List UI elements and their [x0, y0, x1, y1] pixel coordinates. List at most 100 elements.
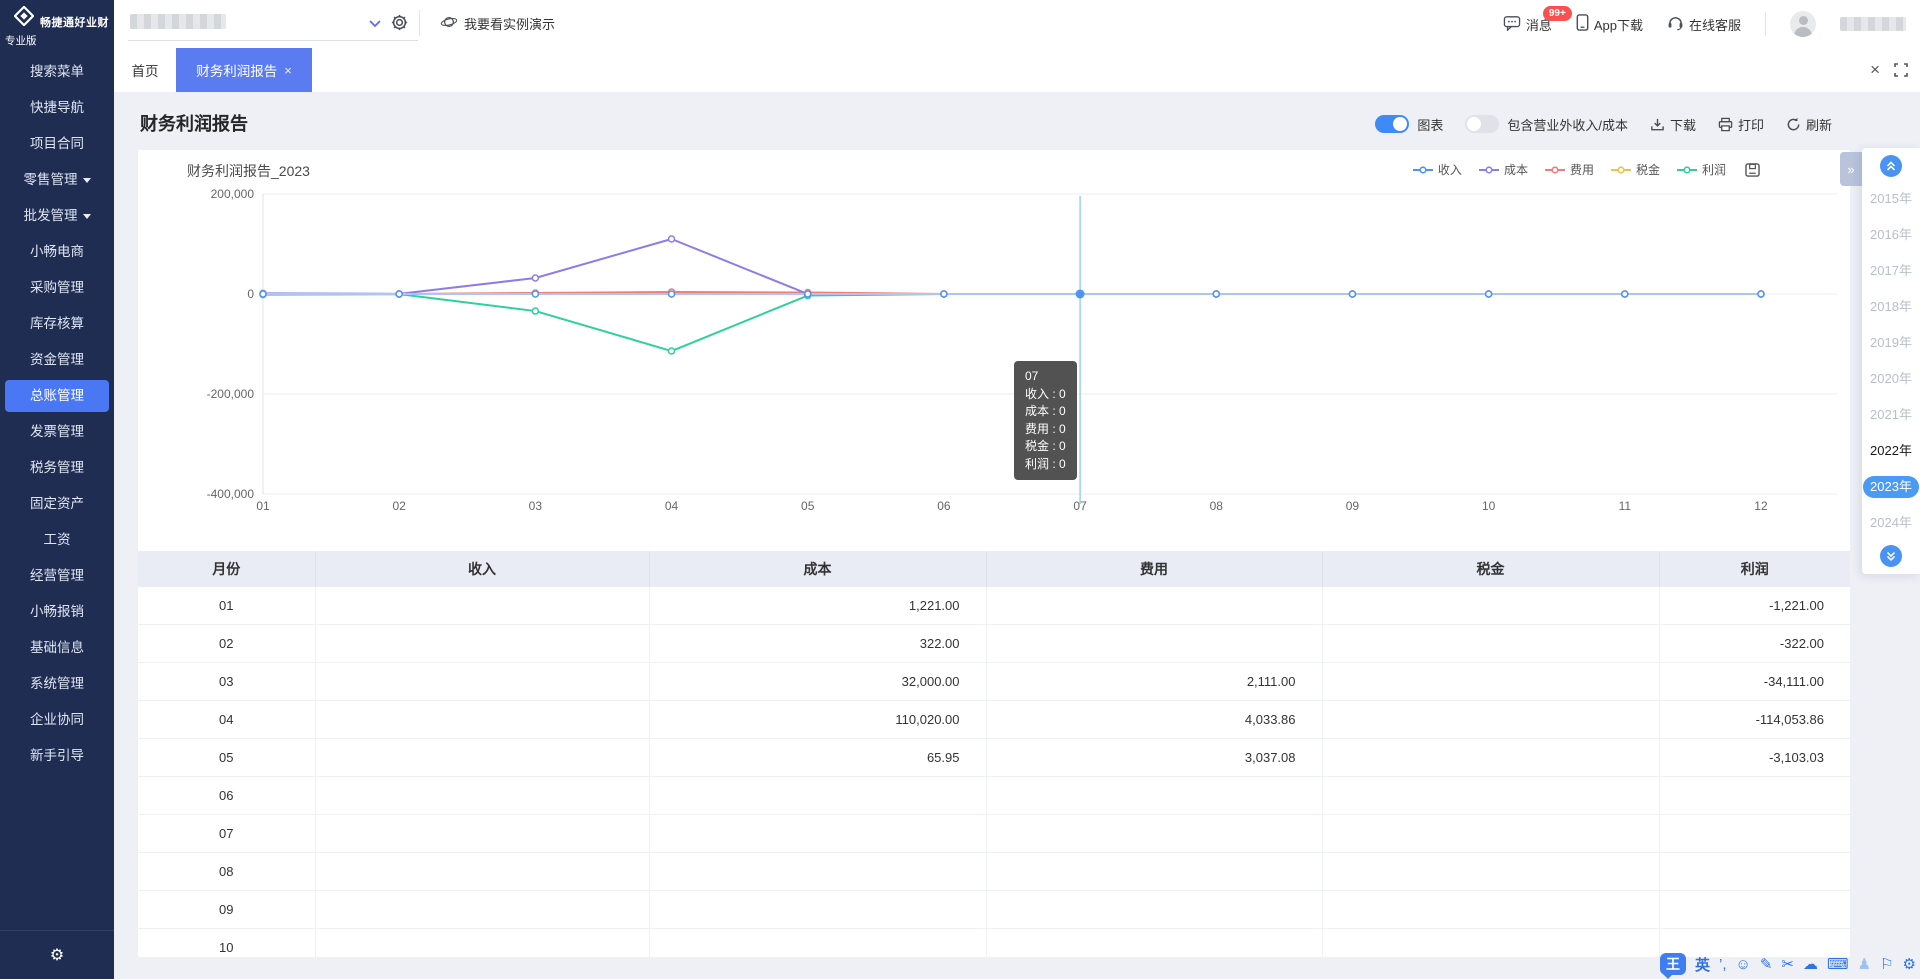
sidebar-item-新手引导[interactable]: 新手引导 [0, 738, 114, 774]
settings-gear-icon[interactable]: ⚙ [49, 947, 65, 964]
sidebar-item-快捷导航[interactable]: 快捷导航 [0, 90, 114, 126]
demo-link[interactable]: 我要看实例演示 [440, 14, 555, 33]
sidebar-item-经营管理[interactable]: 经营管理 [0, 558, 114, 594]
table-cell [1322, 587, 1660, 625]
avatar[interactable] [1790, 11, 1816, 37]
settings-gear-icon[interactable] [390, 13, 409, 37]
fullscreen-icon[interactable] [1894, 63, 1908, 77]
sidebar-item-小畅报销[interactable]: 小畅报销 [0, 594, 114, 630]
sidebar-item-搜索菜单[interactable]: 搜索菜单 [0, 54, 114, 90]
tooltip-line: 税金 : 0 [1025, 439, 1066, 453]
sidebar-item-库存核算[interactable]: 库存核算 [0, 306, 114, 342]
include-nonoperating-label: 包含营业外收入/成本 [1507, 117, 1628, 133]
sidebar-item-label: 工资 [43, 532, 71, 547]
sidebar-item-基础信息[interactable]: 基础信息 [0, 630, 114, 666]
chart-toggle[interactable] [1375, 115, 1410, 133]
tab-home[interactable]: 首页 [114, 48, 176, 92]
scissors-icon[interactable]: ✂ [1781, 956, 1794, 973]
ime-logo-icon[interactable]: 王 [1659, 953, 1686, 979]
sidebar-item-固定资产[interactable]: 固定资产 [0, 486, 114, 522]
divider [1765, 12, 1766, 36]
sidebar-item-零售管理[interactable]: 零售管理 [0, 162, 114, 198]
column-header-利润: 利润 [1659, 551, 1850, 587]
keyboard-icon[interactable]: ⌨ [1826, 956, 1849, 973]
ime-language-indicator[interactable]: 英 [1694, 956, 1710, 974]
year-item-2020年[interactable]: 2020年 [1862, 361, 1920, 397]
legend-label: 成本 [1503, 163, 1528, 177]
chevron-down-icon[interactable] [368, 16, 382, 31]
year-item-2018年[interactable]: 2018年 [1862, 289, 1920, 325]
chart-legend: 收入 成本 费用 税金 利润 [1412, 161, 1760, 178]
sidebar-item-资金管理[interactable]: 资金管理 [0, 342, 114, 378]
legend-marker-icon [1676, 165, 1697, 174]
legend-item-税金[interactable]: 税金 [1610, 161, 1660, 178]
emoji-icon[interactable]: ☺ [1735, 955, 1751, 973]
online-support-button[interactable]: 在线客服 [1667, 14, 1741, 34]
table-cell [315, 738, 650, 777]
column-header-月份: 月份 [138, 551, 316, 587]
column-header-收入: 收入 [315, 551, 650, 587]
sidebar-item-发票管理[interactable]: 发票管理 [0, 414, 114, 450]
gear-icon[interactable]: ⚙ [1902, 956, 1916, 973]
app-download-button[interactable]: App下载 [1576, 14, 1643, 34]
table-cell [1322, 738, 1660, 777]
collapse-panel-handle[interactable]: » [1840, 152, 1862, 186]
tab-close-icon[interactable]: × [284, 62, 292, 78]
company-selector[interactable] [128, 8, 418, 41]
legend-item-成本[interactable]: 成本 [1478, 161, 1528, 178]
year-label: 2016年 [1870, 227, 1912, 242]
year-item-2023年[interactable]: 2023年 [1862, 469, 1920, 505]
legend-marker-icon [1544, 165, 1565, 174]
tab-label: 首页 [131, 64, 159, 79]
sidebar-item-工资[interactable]: 工资 [0, 522, 114, 558]
year-item-2021年[interactable]: 2021年 [1862, 397, 1920, 433]
print-button[interactable]: 打印 [1718, 115, 1764, 134]
year-item-2022年[interactable]: 2022年 [1862, 433, 1920, 469]
cloud-icon[interactable]: ☁ [1802, 956, 1818, 973]
year-label: 2017年 [1870, 263, 1912, 278]
tab-profit-report[interactable]: 财务利润报告 × [176, 48, 312, 92]
refresh-button[interactable]: 刷新 [1786, 115, 1832, 134]
year-item-2015年[interactable]: 2015年 [1862, 181, 1920, 217]
save-image-icon[interactable] [1745, 162, 1760, 177]
scroll-down-button[interactable] [1880, 545, 1902, 567]
sidebar-item-label: 零售管理 [23, 172, 78, 187]
sidebar-item-label: 资金管理 [30, 352, 84, 367]
topbar: 我要看实例演示 消息 99+ App下载 在线客服 [114, 0, 1920, 48]
user-icon[interactable]: ♟ [1857, 956, 1872, 973]
x-axis-tick: 04 [665, 499, 679, 513]
download-button[interactable]: 下载 [1650, 115, 1696, 134]
scroll-up-button[interactable] [1880, 155, 1902, 177]
year-label: 2024年 [1870, 515, 1912, 530]
sidebar: 畅捷通好业财 专业版 搜索菜单 快捷导航 项目合同 零售管理 批发管理 小畅电商 采购管理库… [0, 0, 114, 979]
sidebar-item-企业协同[interactable]: 企业协同 [0, 702, 114, 738]
sidebar-item-税务管理[interactable]: 税务管理 [0, 450, 114, 486]
table-cell [1322, 852, 1660, 891]
clothes-icon[interactable]: ⚐ [1880, 956, 1894, 973]
legend-item-利润[interactable]: 利润 [1676, 161, 1726, 178]
year-item-2024年[interactable]: 2024年 [1862, 505, 1920, 541]
y-axis-tick: -200,000 [207, 387, 255, 401]
table-cell: 04 [138, 700, 316, 739]
sidebar-item-项目合同[interactable]: 项目合同 [0, 126, 114, 162]
legend-item-收入[interactable]: 收入 [1412, 161, 1462, 178]
legend-item-费用[interactable]: 费用 [1544, 161, 1594, 178]
punctuation-icon[interactable]: ’, [1719, 955, 1727, 973]
year-item-2016年[interactable]: 2016年 [1862, 217, 1920, 253]
year-item-2017年[interactable]: 2017年 [1862, 253, 1920, 289]
pen-icon[interactable]: ✎ [1759, 956, 1773, 973]
include-nonoperating-toggle[interactable] [1465, 115, 1500, 133]
messages-button[interactable]: 消息 99+ [1503, 5, 1572, 34]
download-label: 下载 [1669, 117, 1696, 133]
sidebar-item-批发管理[interactable]: 批发管理 [0, 198, 114, 234]
year-item-2019年[interactable]: 2019年 [1862, 325, 1920, 361]
close-icon[interactable]: × [1870, 60, 1880, 79]
table-cell: 03 [138, 662, 316, 701]
tooltip-line: 费用 : 0 [1025, 421, 1066, 436]
table-cell: 07 [138, 814, 316, 853]
sidebar-item-系统管理[interactable]: 系统管理 [0, 666, 114, 702]
sidebar-item-总账管理[interactable]: 总账管理 [5, 380, 109, 412]
sidebar-item-小畅电商[interactable]: 小畅电商 [0, 234, 114, 270]
sidebar-item-采购管理[interactable]: 采购管理 [0, 270, 114, 306]
